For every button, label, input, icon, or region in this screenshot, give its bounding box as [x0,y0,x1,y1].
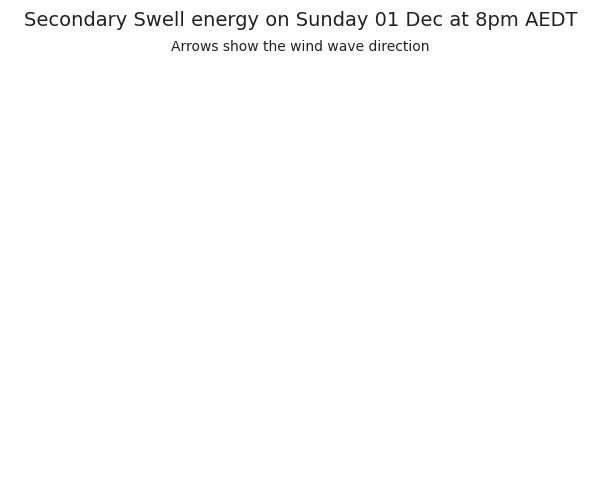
Text: Secondary Swell energy on Sunday 01 Dec at 8pm AEDT: Secondary Swell energy on Sunday 01 Dec … [24,11,577,30]
Text: Cartopy required for map rendering: Cartopy required for map rendering [152,264,449,281]
Text: Arrows show the wind wave direction: Arrows show the wind wave direction [171,40,430,54]
